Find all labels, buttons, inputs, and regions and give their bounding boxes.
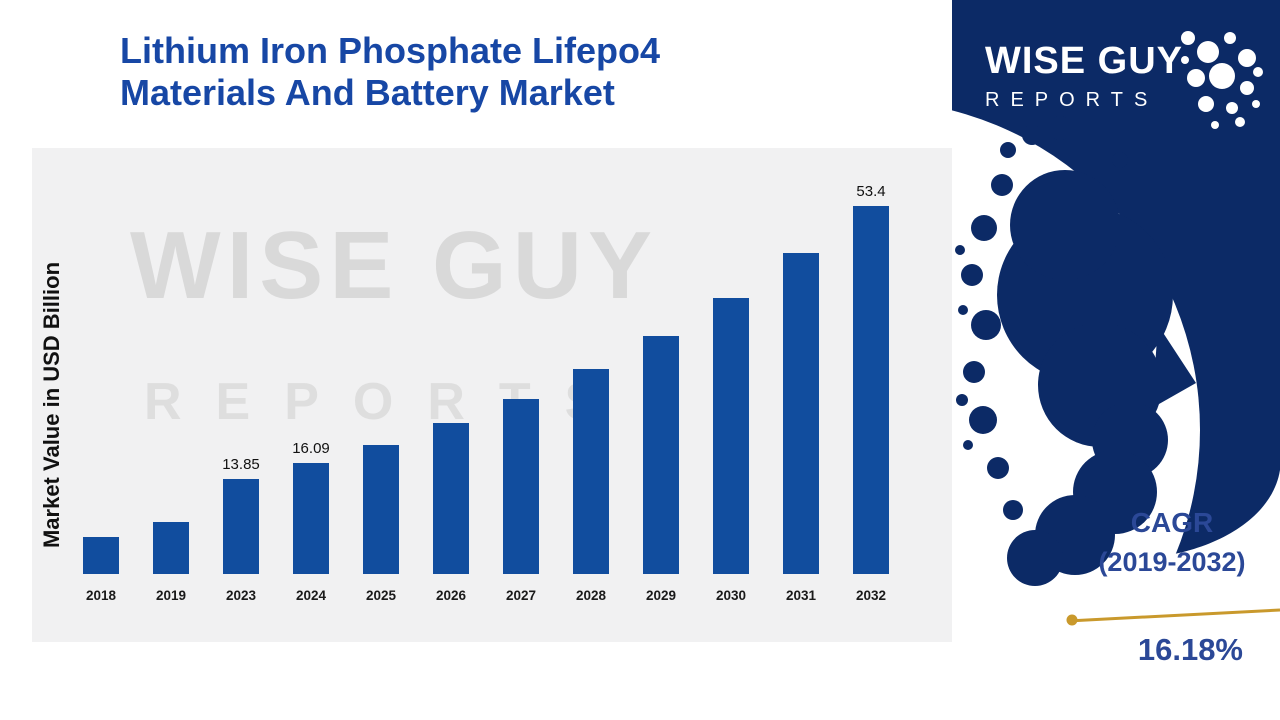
bar-value-label: 16.09 bbox=[292, 440, 330, 457]
wise-guy-reports-logo: WISE GUY REPORTS bbox=[985, 40, 1183, 112]
bar-column: 53.4 2032 bbox=[836, 150, 906, 603]
bar bbox=[713, 298, 749, 574]
page-title: Lithium Iron Phosphate Lifepo4 Materials… bbox=[120, 30, 660, 115]
x-axis-label: 2027 bbox=[505, 588, 537, 603]
x-axis-label: 2023 bbox=[225, 588, 257, 603]
logo-line-1: WISE GUY bbox=[985, 40, 1184, 82]
title-line-1: Lithium Iron Phosphate Lifepo4 bbox=[120, 30, 660, 71]
bar bbox=[153, 522, 189, 574]
bar-value-label: 13.85 bbox=[222, 456, 260, 473]
bar-column: 2019 bbox=[136, 150, 206, 603]
bar bbox=[853, 206, 889, 574]
x-axis-label: 2030 bbox=[715, 588, 747, 603]
x-axis-label: 2029 bbox=[645, 588, 677, 603]
bar-column: 2026 bbox=[416, 150, 486, 603]
logo-head-icon bbox=[1181, 31, 1263, 129]
x-axis-label: 2019 bbox=[155, 588, 187, 603]
bar bbox=[643, 336, 679, 574]
bar bbox=[503, 399, 539, 574]
bar bbox=[223, 479, 259, 574]
bar-column: 2028 bbox=[556, 150, 626, 603]
cagr-label: CAGR bbox=[1130, 507, 1214, 538]
x-axis-label: 2032 bbox=[855, 588, 887, 603]
bar-value-label: 53.4 bbox=[856, 183, 886, 200]
bar bbox=[433, 423, 469, 574]
bar bbox=[573, 369, 609, 574]
x-axis-label: 2025 bbox=[365, 588, 397, 603]
title-line-2: Materials And Battery Market bbox=[120, 72, 615, 114]
logo-line-2: REPORTS bbox=[985, 89, 1159, 111]
bar bbox=[293, 463, 329, 574]
bar-column: 2018 bbox=[66, 150, 136, 603]
cagr-value: 16.18% bbox=[1137, 632, 1243, 667]
bar-column: 2031 bbox=[766, 150, 836, 603]
bar-column: 2027 bbox=[486, 150, 556, 603]
x-axis-label: 2031 bbox=[785, 588, 817, 603]
bar-column: 2030 bbox=[696, 150, 766, 603]
x-axis-label: 2028 bbox=[575, 588, 607, 603]
bar-column: 16.09 2024 bbox=[276, 150, 346, 603]
x-axis-label: 2018 bbox=[85, 588, 117, 603]
bar bbox=[83, 537, 119, 574]
cagr-range: (2019-2032) bbox=[1098, 547, 1246, 577]
cagr-block: CAGR (2019-2032) bbox=[1076, 507, 1268, 578]
watermark-line-1: WISE GUY bbox=[130, 212, 659, 319]
x-axis-label: 2026 bbox=[435, 588, 467, 603]
bar-column: 2029 bbox=[626, 150, 696, 603]
x-axis-label: 2024 bbox=[295, 588, 327, 603]
bar-column: 13.85 2023 bbox=[206, 150, 276, 603]
gold-divider bbox=[1066, 608, 1280, 626]
bar-chart: 2018 2019 13.85 2023 16.09 2024 2025 2026 2027 20… bbox=[66, 150, 906, 603]
y-axis-title: Market Value in USD Billion bbox=[39, 261, 64, 549]
bar bbox=[363, 445, 399, 574]
bar-column: 2025 bbox=[346, 150, 416, 603]
bar bbox=[783, 253, 819, 574]
